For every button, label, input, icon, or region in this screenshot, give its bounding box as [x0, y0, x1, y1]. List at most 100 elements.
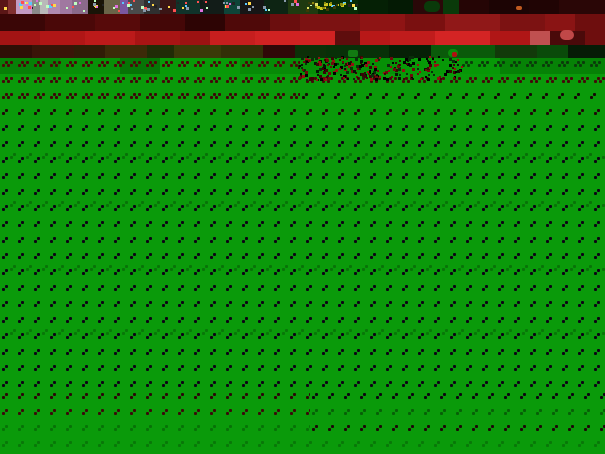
noise-dot [360, 60, 363, 63]
noise-dot [312, 2, 314, 4]
noise-dot [4, 7, 7, 10]
noise-dot [395, 62, 397, 64]
noise-dot [203, 0, 205, 2]
noise-dot [429, 67, 431, 69]
noise-dot [34, 4, 36, 6]
noise-dot [452, 60, 455, 63]
glitch-segment [48, 0, 60, 14]
noise-dot [455, 61, 457, 63]
glitch-segment [225, 14, 270, 31]
noise-dot [346, 58, 348, 60]
noise-dot [20, 6, 23, 9]
artifact-blob [560, 30, 574, 40]
noise-dot [417, 68, 419, 70]
bright-red-band [0, 31, 605, 45]
noise-dot [399, 74, 401, 76]
noise-dot [340, 74, 342, 76]
noise-dot [348, 62, 351, 65]
noise-dot [328, 72, 331, 75]
glitch-segment [40, 0, 48, 14]
noise-dot [412, 78, 414, 80]
noise-dot [248, 2, 251, 5]
noise-dot [333, 6, 336, 9]
noise-dot [434, 65, 436, 67]
noise-dot [357, 77, 359, 79]
dark-red-band [0, 14, 605, 31]
noise-dot [332, 60, 335, 63]
noise-dot [294, 0, 297, 3]
noise-dot [351, 63, 354, 66]
noise-dot [344, 68, 346, 70]
noise-dot [314, 62, 317, 65]
noise-dot [334, 63, 337, 66]
noise-dot [94, 5, 96, 7]
noise-dot [309, 78, 312, 81]
noise-dot [354, 7, 357, 10]
noise-dot [325, 69, 328, 72]
noise-dot [409, 64, 412, 67]
noise-dot [431, 71, 433, 73]
noise-dot [399, 64, 401, 66]
noise-dot [311, 58, 314, 61]
glitch-segment [530, 31, 550, 45]
glitch-segment [559, 0, 605, 14]
noise-dot [327, 75, 329, 77]
noise-dot [335, 57, 337, 59]
noise-strip [0, 0, 605, 14]
noise-dot [265, 9, 267, 11]
noise-dot [305, 58, 308, 61]
noise-dot [461, 66, 463, 68]
noise-dot [316, 63, 319, 66]
noise-dot [433, 74, 435, 76]
glitch-segment [0, 14, 45, 31]
noise-dot [364, 72, 366, 74]
noise-dot [310, 4, 312, 6]
noise-dot [79, 2, 81, 4]
noise-dot [428, 61, 431, 64]
noise-dot [317, 6, 320, 9]
noise-dot [328, 63, 330, 65]
noise-dot [395, 69, 398, 72]
pattern-strip-single [0, 438, 605, 454]
glitch-segment [390, 31, 435, 45]
noise-dot [428, 74, 430, 76]
noise-dot [377, 75, 379, 77]
glitch-segment [500, 14, 545, 31]
glitch-segment [173, 45, 221, 58]
noise-dot [410, 74, 413, 77]
noise-dot [298, 67, 300, 69]
glitch-segment [0, 45, 32, 58]
noise-dot [359, 65, 362, 68]
noise-dot [327, 64, 329, 66]
noise-dot [440, 78, 442, 80]
noise-dot [301, 57, 304, 60]
noise-dot [412, 62, 415, 65]
noise-dot [402, 69, 405, 72]
noise-dot [411, 76, 413, 78]
noise-dot [427, 60, 429, 62]
noise-dot [245, 3, 247, 5]
glitch-segment [104, 0, 120, 14]
noise-dot [355, 72, 357, 74]
noise-dot [383, 77, 386, 80]
noise-dot [130, 4, 132, 6]
noise-dot [306, 9, 309, 12]
noise-dot [26, 4, 28, 6]
noise-dot [143, 9, 146, 12]
noise-dot [375, 75, 378, 78]
glitch-segment [185, 14, 225, 31]
noise-dot [356, 4, 358, 6]
noise-dot [344, 3, 346, 5]
noise-dot [316, 79, 318, 81]
glitch-segment [568, 45, 605, 58]
noise-dot [340, 66, 343, 69]
glitch-segment [40, 31, 85, 45]
noise-dot [391, 76, 393, 78]
noise-dot [205, 1, 207, 3]
noise-dot [369, 72, 371, 74]
noise-dot [28, 6, 31, 9]
noise-dot [449, 64, 452, 67]
noise-dot [173, 9, 176, 12]
noise-dot [379, 76, 381, 78]
